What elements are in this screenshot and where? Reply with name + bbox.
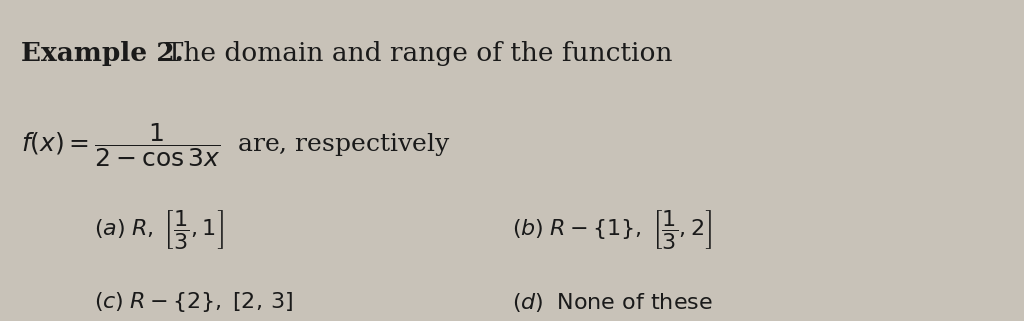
Text: $(d)\;$ None of these: $(d)\;$ None of these xyxy=(512,291,713,314)
Text: $(c)\; R - \{2\},\;[2,\,3]$: $(c)\; R - \{2\},\;[2,\,3]$ xyxy=(94,291,294,315)
Text: $(a)\; R,\;\left[\dfrac{1}{3},1\right]$: $(a)\; R,\;\left[\dfrac{1}{3},1\right]$ xyxy=(94,208,224,251)
Text: $(b)\; R - \{1\},\;\left[\dfrac{1}{3},2\right]$: $(b)\; R - \{1\},\;\left[\dfrac{1}{3},2\… xyxy=(512,208,712,251)
Text: The domain and range of the function: The domain and range of the function xyxy=(150,41,673,65)
Text: $f(x) = \dfrac{1}{2-\cos 3x}$  are, respectively: $f(x) = \dfrac{1}{2-\cos 3x}$ are, respe… xyxy=(22,121,451,169)
Text: Example 2.: Example 2. xyxy=(22,41,184,65)
